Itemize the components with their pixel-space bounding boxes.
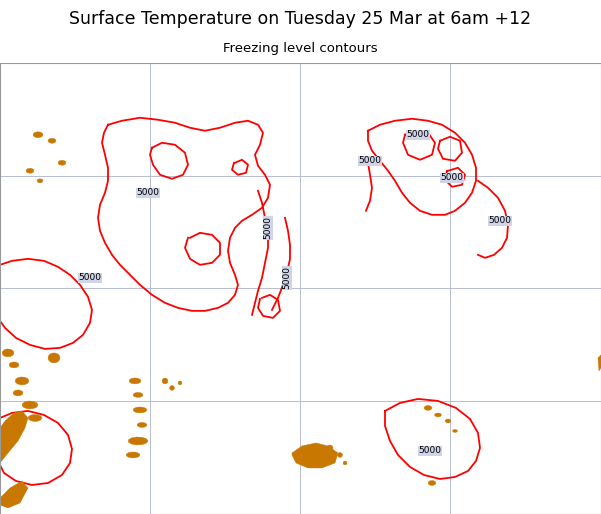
Polygon shape — [126, 452, 140, 458]
Polygon shape — [13, 390, 23, 396]
Polygon shape — [429, 481, 436, 485]
Text: 5000: 5000 — [263, 216, 272, 240]
Polygon shape — [424, 406, 432, 410]
Polygon shape — [162, 378, 168, 384]
Text: 5000: 5000 — [359, 156, 382, 166]
Polygon shape — [48, 138, 56, 143]
Polygon shape — [58, 160, 66, 165]
Polygon shape — [2, 349, 14, 357]
Text: 5000: 5000 — [136, 188, 159, 197]
Polygon shape — [327, 445, 333, 451]
Polygon shape — [33, 132, 43, 138]
Polygon shape — [129, 378, 141, 384]
Text: 5000: 5000 — [418, 447, 442, 455]
Polygon shape — [26, 168, 34, 173]
Polygon shape — [9, 362, 19, 368]
Polygon shape — [133, 407, 147, 413]
Polygon shape — [0, 411, 28, 463]
Polygon shape — [48, 353, 60, 363]
Polygon shape — [22, 401, 38, 409]
Polygon shape — [453, 430, 457, 432]
Text: 5000: 5000 — [406, 130, 430, 139]
Text: 5000: 5000 — [489, 216, 511, 225]
Polygon shape — [435, 413, 442, 417]
Polygon shape — [169, 386, 174, 390]
Polygon shape — [598, 355, 601, 371]
Polygon shape — [445, 419, 451, 423]
Polygon shape — [37, 179, 43, 183]
Polygon shape — [137, 423, 147, 428]
Polygon shape — [28, 414, 42, 421]
Polygon shape — [0, 481, 28, 508]
Text: 5000: 5000 — [79, 273, 102, 282]
Polygon shape — [15, 377, 29, 385]
Text: 5000: 5000 — [441, 173, 463, 182]
Polygon shape — [343, 461, 347, 465]
Polygon shape — [338, 452, 343, 457]
Polygon shape — [292, 443, 338, 468]
Text: 5000: 5000 — [282, 266, 291, 289]
Text: Surface Temperature on Tuesday 25 Mar at 6am +12: Surface Temperature on Tuesday 25 Mar at… — [70, 10, 531, 28]
Polygon shape — [129, 437, 148, 445]
Polygon shape — [133, 393, 143, 397]
Polygon shape — [178, 381, 182, 385]
Text: Freezing level contours: Freezing level contours — [223, 43, 378, 56]
